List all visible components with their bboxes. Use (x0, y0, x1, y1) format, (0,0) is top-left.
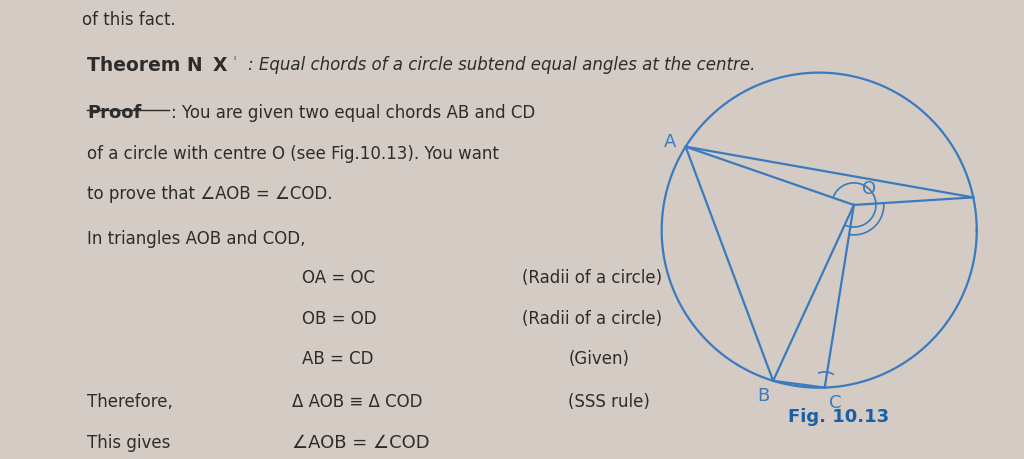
Text: (Given): (Given) (568, 350, 630, 368)
Text: C: C (829, 394, 842, 412)
Text: In triangles AOB and COD,: In triangles AOB and COD, (87, 230, 305, 247)
Text: AB = CD: AB = CD (302, 350, 374, 368)
Text: ᴵ: ᴵ (233, 56, 236, 66)
Text: (SSS rule): (SSS rule) (568, 393, 650, 411)
Text: X: X (213, 56, 227, 75)
Text: of this fact.: of this fact. (82, 11, 176, 29)
Text: ∠AOB = ∠COD: ∠AOB = ∠COD (292, 434, 429, 452)
Text: Δ AOB ≡ Δ COD: Δ AOB ≡ Δ COD (292, 393, 422, 411)
Text: This gives: This gives (87, 434, 170, 452)
Text: Fig. 10.13: Fig. 10.13 (787, 409, 889, 426)
Text: Theorem N: Theorem N (87, 56, 203, 75)
Text: to prove that ∠AOB = ∠COD.: to prove that ∠AOB = ∠COD. (87, 185, 333, 203)
Text: OA = OC: OA = OC (302, 269, 375, 287)
Text: Proof: Proof (87, 104, 141, 122)
Text: (Radii of a circle): (Radii of a circle) (522, 310, 663, 328)
Text: O: O (862, 180, 876, 198)
Text: : Equal chords of a circle subtend equal angles at the centre.: : Equal chords of a circle subtend equal… (248, 56, 755, 74)
Text: : You are given two equal chords AB and CD: : You are given two equal chords AB and … (171, 104, 536, 122)
Text: B: B (758, 387, 770, 405)
Text: (Radii of a circle): (Radii of a circle) (522, 269, 663, 287)
Text: OB = OD: OB = OD (302, 310, 377, 328)
Text: A: A (664, 133, 676, 151)
Text: Therefore,: Therefore, (87, 393, 173, 411)
Text: of a circle with centre O (see Fig.10.13). You want: of a circle with centre O (see Fig.10.13… (87, 145, 499, 162)
